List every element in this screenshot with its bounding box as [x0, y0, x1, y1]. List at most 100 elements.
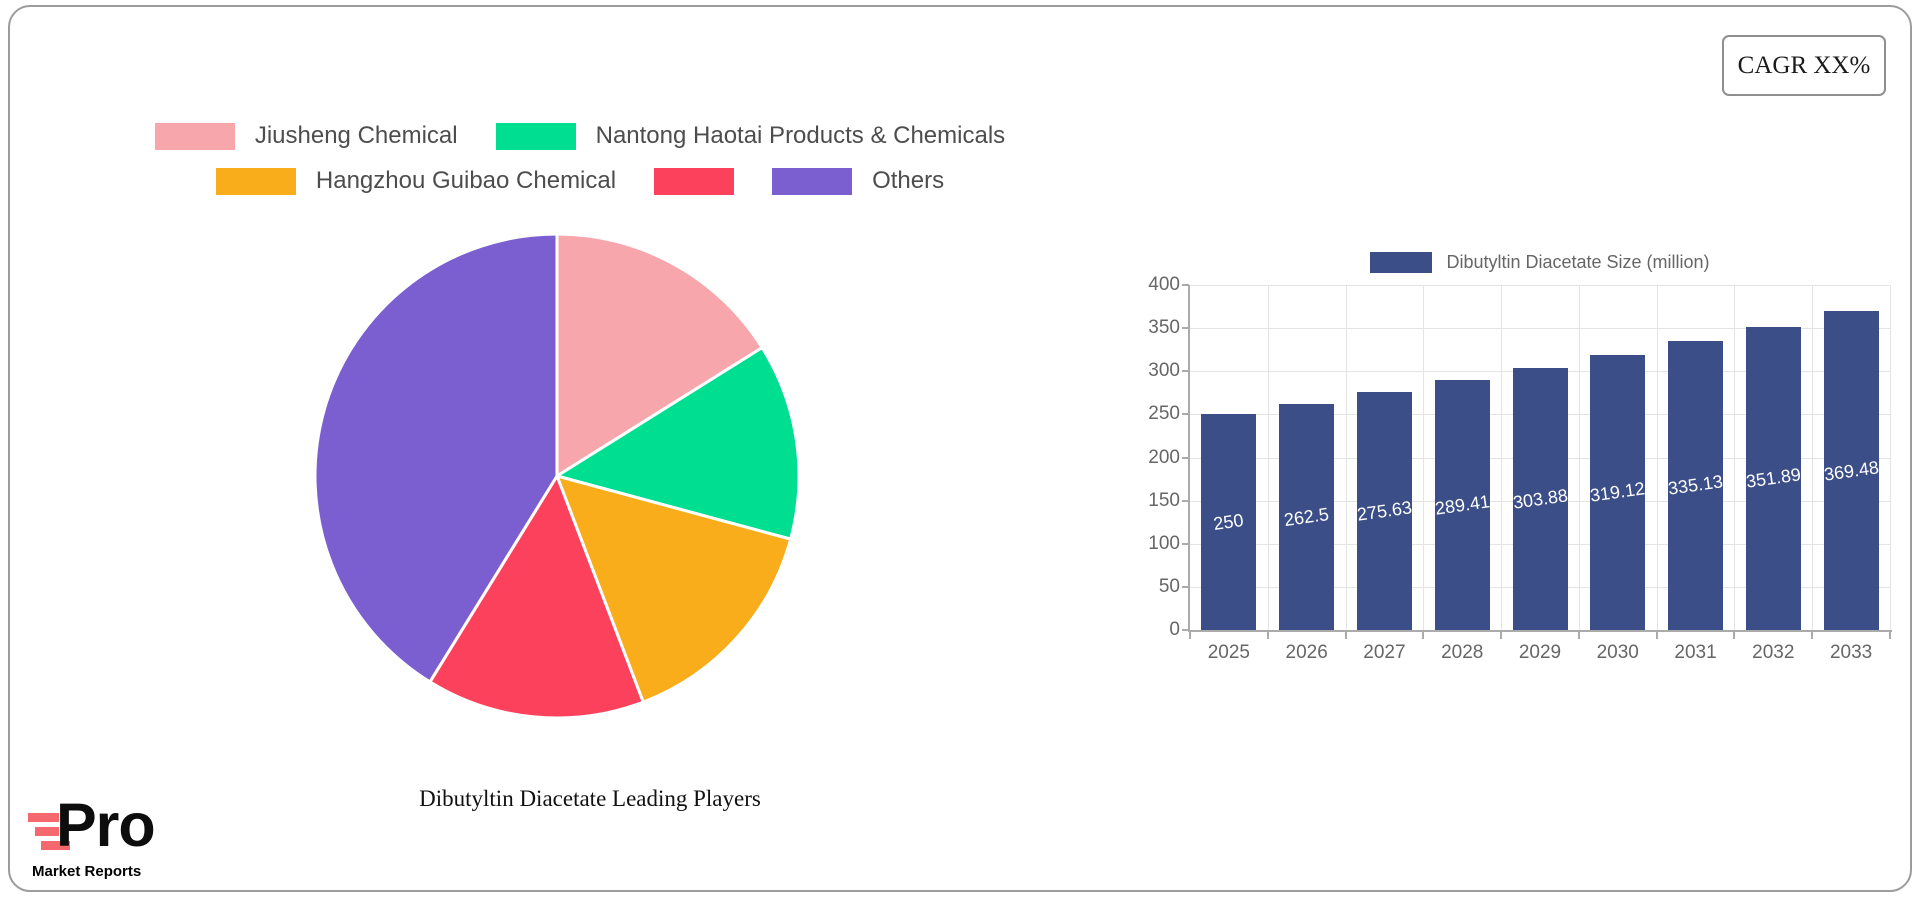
bar-2031: 335.13	[1667, 340, 1724, 630]
logo-name: Pro	[56, 791, 156, 859]
x-tick-mark	[1655, 632, 1658, 639]
legend-swatch-icon	[154, 122, 235, 150]
horizontal-gridline	[1190, 328, 1890, 330]
vertical-gridline	[1501, 285, 1503, 630]
y-tick-mark	[1182, 499, 1189, 502]
y-tick-label-250: 250	[1148, 403, 1180, 425]
vertical-gridline	[1423, 285, 1425, 630]
bar-2027: 275.63	[1356, 392, 1413, 630]
x-axis-line	[1188, 630, 1892, 632]
pie-slice-Hangzhou Guibao Chemical	[555, 474, 793, 704]
bar-value-label-2028: 289.41	[1433, 491, 1491, 519]
legend-item-1: Nantong Haotai Products & Chemicals	[495, 122, 1006, 150]
legend-item-3	[654, 167, 735, 195]
legend-item-0: Jiusheng Chemical	[154, 122, 458, 150]
pie-slice-Others	[313, 232, 559, 684]
pie-chart-title: Dibutyltin Diacetate Leading Players	[419, 786, 761, 811]
x-tick-label-2028: 2028	[1441, 642, 1484, 663]
bar-2029: 303.88	[1511, 367, 1569, 630]
legend-item-label: Others	[872, 167, 945, 194]
x-tick-label-2030: 2030	[1596, 642, 1639, 663]
y-tick-mark	[1182, 413, 1189, 416]
bar-value-label-2030: 319.12	[1589, 478, 1647, 507]
bar-value-label-2027: 275.63	[1355, 497, 1414, 525]
vertical-gridline	[1267, 285, 1269, 630]
x-tick-mark	[1733, 632, 1736, 639]
legend-swatch-icon	[215, 167, 296, 195]
legend-swatch-icon	[772, 167, 853, 195]
cagr-badge: CAGR XX%	[1722, 35, 1886, 96]
logo-tagline: Market Reports	[32, 863, 142, 880]
x-tick-label-2025: 2025	[1207, 642, 1251, 663]
y-tick-mark	[1182, 370, 1189, 373]
vertical-gridline	[1578, 285, 1580, 630]
legend-item-2: Hangzhou Guibao Chemical	[215, 167, 617, 195]
y-tick-label-150: 150	[1148, 489, 1180, 511]
x-tick-label-2032: 2032	[1752, 642, 1795, 663]
bar-value-label-2025: 250	[1212, 510, 1246, 535]
pie-chart	[313, 232, 801, 720]
bar-2025: 250	[1201, 414, 1257, 630]
bar-chart-plot-area: 250 262.5 275.63 289.41 303.88 319.12 335.13 35…	[1188, 285, 1892, 632]
pie-legend: Jiusheng Chemical Nantong Haotai Products…	[60, 122, 1100, 195]
x-tick-mark	[1500, 632, 1503, 639]
x-tick-mark	[1266, 632, 1269, 639]
pie-slice-unlabeled-3	[428, 474, 645, 720]
legend-item-label: Jiusheng Chemical	[254, 122, 458, 149]
x-tick-label-2026: 2026	[1285, 642, 1328, 663]
pie-legend-row-1: Jiusheng Chemical Nantong Haotai Products…	[154, 122, 1006, 150]
bar-2026: 262.5	[1279, 403, 1335, 630]
bar-value-label-2033: 369.48	[1822, 456, 1880, 485]
horizontal-gridline	[1190, 285, 1890, 286]
x-tick-label-2029: 2029	[1518, 642, 1562, 663]
logo-bars-icon	[41, 841, 70, 850]
bar-2028: 289.41	[1433, 380, 1491, 630]
bar-value-label-2032: 351.89	[1744, 464, 1802, 492]
legend-item-label: Hangzhou Guibao Chemical	[315, 167, 617, 194]
vertical-gridline	[1812, 285, 1814, 630]
x-tick-mark	[1422, 632, 1425, 639]
vertical-gridline	[1734, 285, 1736, 630]
bar-2032: 351.89	[1745, 326, 1802, 630]
y-tick-mark	[1182, 629, 1189, 631]
x-tick-mark	[1344, 632, 1347, 639]
bar-value-label-2029: 303.88	[1511, 485, 1569, 513]
bar-legend-label: Dibutyltin Diacetate Size (million)	[1446, 251, 1710, 272]
x-tick-mark	[1811, 632, 1814, 639]
logo-bars-icon	[35, 827, 59, 836]
bar-value-label-2031: 335.13	[1666, 471, 1725, 500]
y-tick-mark	[1182, 456, 1189, 459]
bar-chart: Dibutyltin Diacetate Size (million) 250 2…	[1130, 238, 1910, 708]
cagr-label: CAGR XX%	[1737, 51, 1871, 79]
y-tick-mark	[1182, 542, 1189, 545]
pie-slice-Jiusheng Chemical	[555, 232, 764, 478]
y-tick-mark	[1182, 284, 1189, 286]
bar-value-label-2026: 262.5	[1282, 503, 1331, 530]
pro-market-reports-logo: Pro Market Reports	[25, 795, 245, 895]
y-tick-label-100: 100	[1148, 532, 1180, 554]
pie-legend-row-2: Hangzhou Guibao Chemical Others	[215, 167, 944, 195]
bar-2030: 319.12	[1589, 354, 1646, 630]
vertical-gridline	[1890, 285, 1891, 630]
y-axis-line	[1188, 285, 1190, 632]
x-tick-mark	[1889, 632, 1891, 639]
y-tick-label-50: 50	[1158, 575, 1180, 597]
x-tick-label-2033: 2033	[1829, 642, 1873, 663]
vertical-gridline	[1656, 285, 1658, 630]
x-tick-label-2027: 2027	[1363, 642, 1406, 663]
legend-item-label: Nantong Haotai Products & Chemicals	[595, 122, 1006, 149]
x-tick-mark	[1189, 632, 1191, 639]
bar-chart-legend: Dibutyltin Diacetate Size (million)	[1190, 250, 1890, 274]
legend-swatch-icon	[654, 167, 735, 195]
y-tick-label-0: 0	[1169, 619, 1180, 640]
y-tick-mark	[1182, 585, 1189, 588]
x-tick-label-2031: 2031	[1674, 642, 1717, 663]
legend-item-4: Others	[772, 167, 944, 195]
bar-legend-swatch	[1370, 251, 1433, 273]
y-tick-mark	[1182, 327, 1189, 330]
vertical-gridline	[1345, 285, 1347, 630]
y-tick-label-400: 400	[1148, 274, 1180, 295]
y-tick-label-350: 350	[1148, 317, 1180, 339]
legend-swatch-icon	[495, 122, 576, 150]
logo-bars-icon	[28, 813, 59, 822]
